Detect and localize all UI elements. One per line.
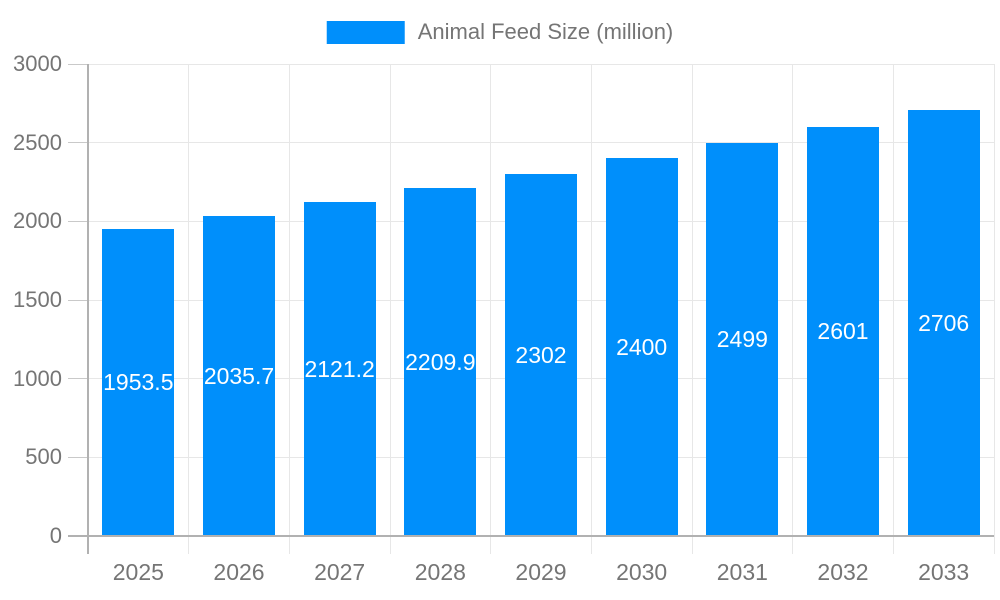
x-axis-tick-label: 2025 xyxy=(112,559,164,585)
bar-value-label: 2302 xyxy=(515,341,567,368)
bar-value-label: 2706 xyxy=(918,310,970,337)
x-axis-tick-label: 2027 xyxy=(314,559,366,585)
bar-2032[interactable] xyxy=(807,126,879,535)
gridline-v xyxy=(691,64,693,554)
bar-2026[interactable] xyxy=(203,215,275,535)
gridline-v xyxy=(389,64,391,554)
gridline-v xyxy=(490,64,492,554)
x-axis-tick-label: 2033 xyxy=(918,559,970,585)
bar-value-label: 2400 xyxy=(616,334,668,361)
gridline-v xyxy=(792,64,794,554)
legend-swatch xyxy=(326,20,405,44)
y-tick xyxy=(68,299,88,301)
bar-2028[interactable] xyxy=(404,188,477,535)
bar-2031[interactable] xyxy=(706,142,779,535)
gridline-v xyxy=(288,64,290,554)
y-tick xyxy=(68,220,88,222)
x-axis-tick-label: 2029 xyxy=(515,559,567,585)
gridline-h xyxy=(88,142,994,144)
gridline-v xyxy=(993,64,995,554)
gridline-v xyxy=(590,64,592,554)
bar-2030[interactable] xyxy=(605,158,678,535)
y-axis-tick-label: 3000 xyxy=(13,51,62,76)
x-axis-tick-label: 2028 xyxy=(414,559,466,585)
bar-value-label: 2209.9 xyxy=(405,349,476,376)
y-tick xyxy=(68,378,88,380)
legend[interactable]: Animal Feed Size (million) xyxy=(326,19,674,45)
x-axis-tick-label: 2030 xyxy=(616,559,668,585)
bar-value-label: 2035.7 xyxy=(203,362,275,389)
y-tick xyxy=(68,456,88,458)
y-axis-tick-label: 0 xyxy=(49,523,62,548)
bar-value-label: 2601 xyxy=(817,318,869,345)
y-axis-tick-label: 500 xyxy=(25,444,62,470)
bar-2027[interactable] xyxy=(303,202,376,535)
y-axis-tick-label: 1000 xyxy=(13,365,62,391)
bar-value-label: 1953.5 xyxy=(103,369,174,396)
x-axis-line xyxy=(68,535,994,537)
y-axis-tick-label: 2500 xyxy=(13,129,62,155)
y-axis-tick-label: 1500 xyxy=(13,287,62,312)
x-axis-tick-label: 2032 xyxy=(817,559,869,585)
y-axis-line xyxy=(87,64,89,554)
y-tick xyxy=(68,142,88,144)
y-tick xyxy=(68,63,88,65)
x-axis-tick-label: 2026 xyxy=(213,559,265,585)
bar-value-label: 2499 xyxy=(716,326,768,353)
bar-2033[interactable] xyxy=(907,110,980,535)
bar-2025[interactable] xyxy=(102,228,175,535)
gridline-h xyxy=(88,63,994,65)
legend-label: Animal Feed Size (million) xyxy=(417,19,674,44)
gridline-v xyxy=(892,64,894,554)
gridline-v xyxy=(188,64,190,554)
y-axis-tick-label: 2000 xyxy=(13,208,62,234)
bar-value-label: 2121.2 xyxy=(304,356,375,383)
bar-2029[interactable] xyxy=(505,173,577,535)
x-axis-tick-label: 2031 xyxy=(716,559,768,585)
